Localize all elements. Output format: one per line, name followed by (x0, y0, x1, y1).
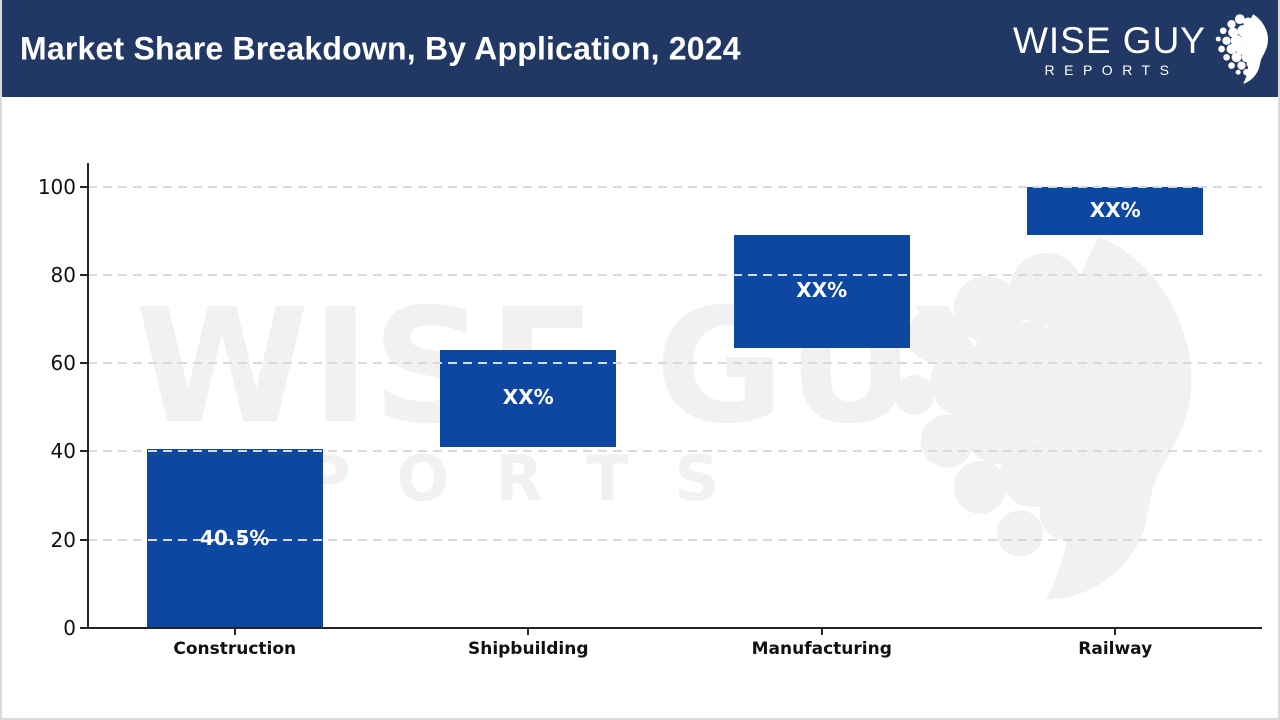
ytick-mark-0 (80, 627, 88, 629)
logo-subtitle: REPORTS (1044, 61, 1179, 78)
wiseguy-logo: WISE GUY REPORTS (1013, 5, 1268, 93)
bar-construction (146, 449, 323, 628)
page-title: Market Share Breakdown, By Application, … (20, 30, 741, 66)
category-label-railway: Railway (1078, 639, 1153, 659)
bar-manufacturing (733, 235, 910, 348)
gridline-80 (88, 273, 1262, 276)
ytick-label-0: 0 (63, 616, 76, 640)
bar-label-shipbuilding: XX% (502, 385, 554, 410)
gridline-100 (88, 185, 1262, 188)
header-band: Market Share Breakdown, By Application, … (0, 0, 1280, 97)
bar-label-manufacturing: XX% (796, 278, 848, 303)
ytick-mark-20 (80, 538, 88, 541)
logo-wordmark: WISE GUY (1012, 19, 1206, 61)
bar-label-construction: 40.5% (200, 525, 270, 550)
gridline-20 (88, 538, 1262, 541)
xtick-mark-manufacturing (820, 628, 823, 635)
gridline-40 (88, 450, 1262, 453)
ytick-label-100: 100 (37, 174, 76, 199)
gridline-60 (88, 362, 1262, 365)
ytick-mark-40 (80, 450, 88, 453)
x-axis-line (87, 627, 1262, 629)
xtick-mark-railway (1114, 628, 1117, 635)
watermark-text-line2: PORTS (305, 442, 766, 515)
y-axis-line (87, 163, 89, 629)
bar-label-railway: XX% (1089, 197, 1141, 222)
category-label-manufacturing: Manufacturing (751, 639, 892, 659)
ytick-mark-80 (80, 273, 88, 276)
bar-railway (1027, 186, 1204, 236)
ytick-label-60: 60 (50, 351, 76, 376)
logo-text: WISE GUY REPORTS (1013, 22, 1206, 77)
ytick-label-20: 20 (50, 527, 76, 552)
watermark-head-icon (894, 236, 1192, 600)
bar-shipbuilding (440, 349, 617, 447)
xtick-mark-construction (233, 628, 236, 635)
ytick-mark-60 (80, 362, 88, 365)
category-label-construction: Construction (173, 639, 297, 659)
ytick-mark-100 (80, 185, 88, 188)
logo-head-icon (1215, 14, 1268, 84)
category-label-shipbuilding: Shipbuilding (467, 639, 589, 659)
xtick-mark-shipbuilding (527, 628, 530, 635)
ytick-label-80: 80 (50, 262, 76, 287)
ytick-label-40: 40 (50, 439, 76, 464)
